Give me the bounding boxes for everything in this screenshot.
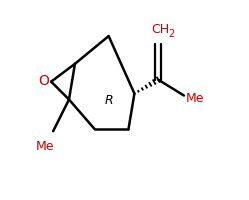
Text: Me: Me <box>186 92 204 104</box>
Text: CH: CH <box>151 23 169 35</box>
Text: Me: Me <box>36 139 55 152</box>
Text: R: R <box>104 94 113 106</box>
Text: O: O <box>38 73 49 87</box>
Text: 2: 2 <box>168 29 174 39</box>
